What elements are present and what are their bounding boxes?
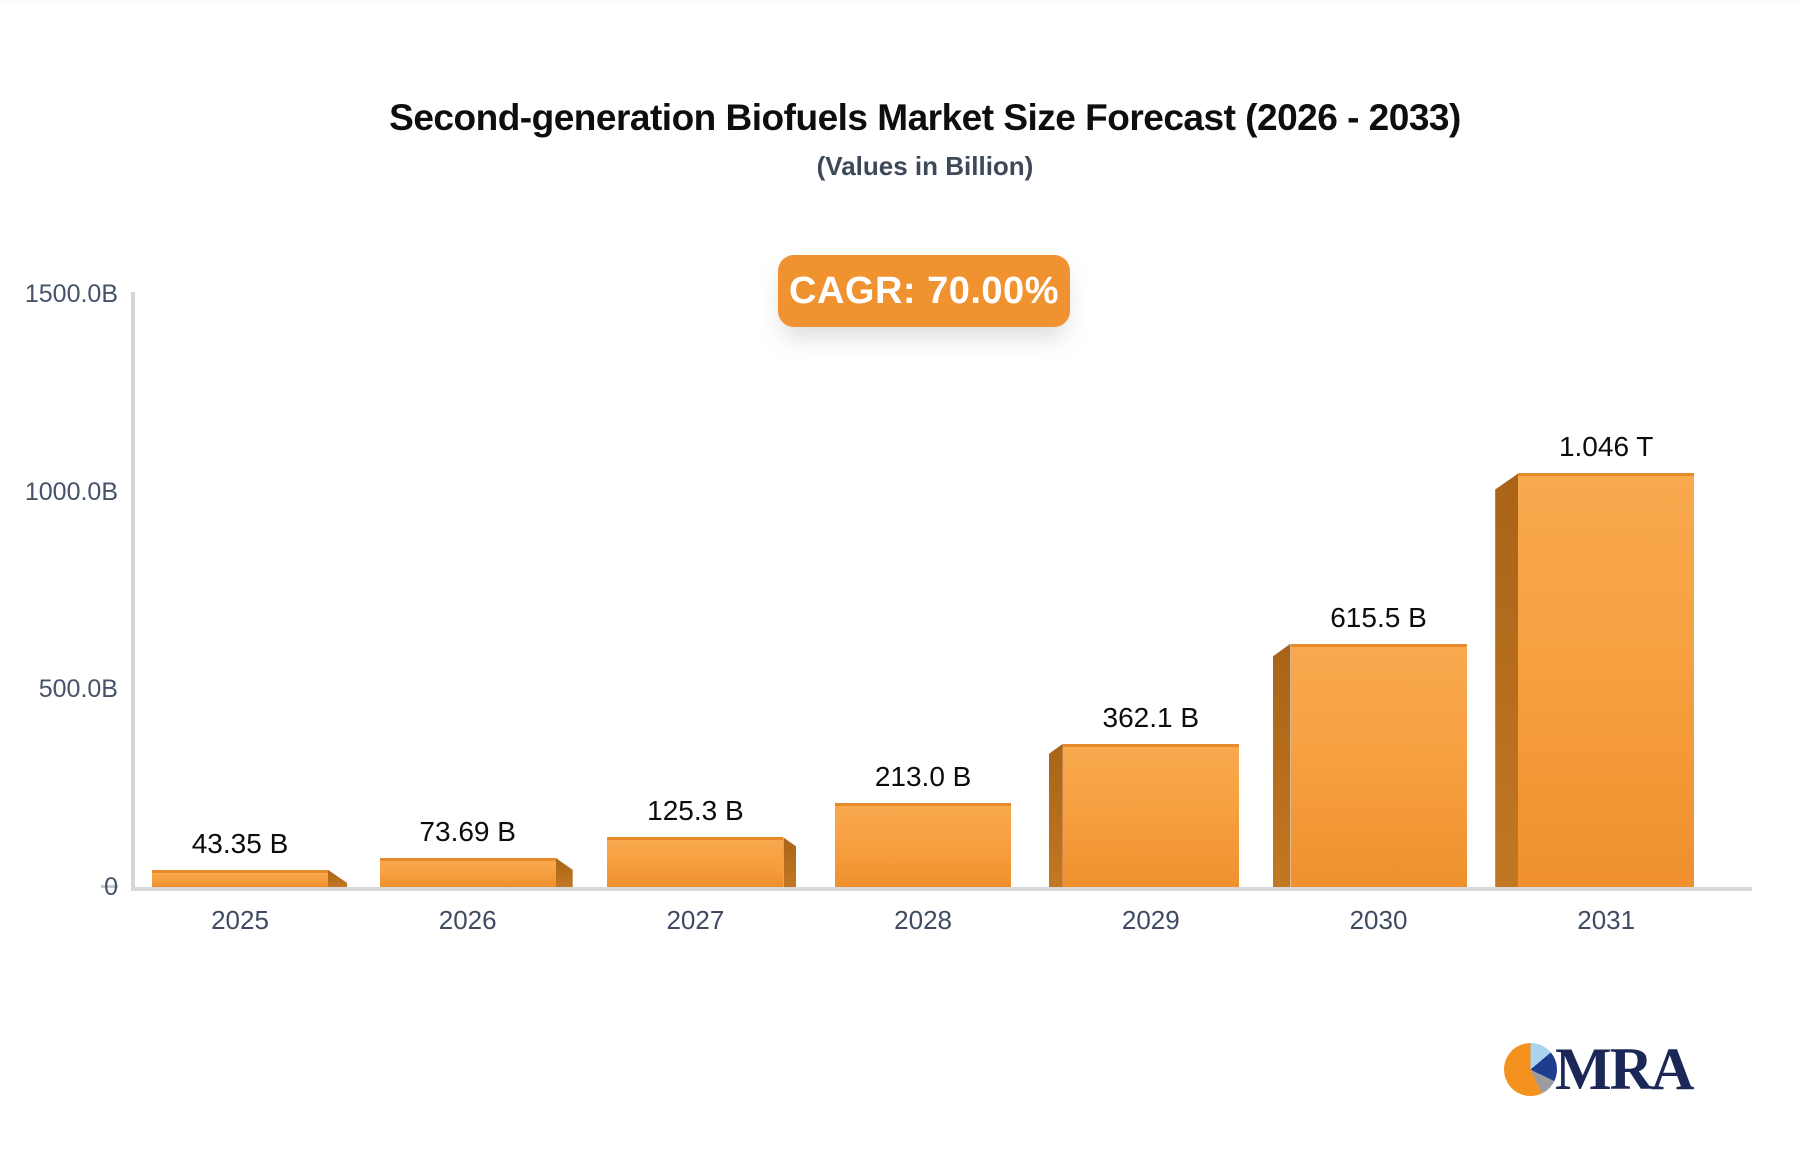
y-tick-label: 1500.0B bbox=[24, 280, 118, 308]
x-tick-label: 2031 bbox=[1577, 905, 1636, 935]
brand-logo: MRA bbox=[1504, 1036, 1694, 1102]
bar-face bbox=[1290, 643, 1467, 887]
x-tick-label: 2028 bbox=[894, 905, 953, 935]
cagr-badge: CAGR: 70.00% bbox=[778, 255, 1070, 327]
bar-value-label: 615.5 B bbox=[1330, 601, 1427, 633]
bar-value-label: 1.046 T bbox=[1558, 431, 1654, 463]
bar-value-label: 213.0 B bbox=[874, 760, 972, 792]
bar-face bbox=[1062, 743, 1239, 887]
bar-face bbox=[1518, 473, 1695, 887]
x-tick-label: 2027 bbox=[666, 905, 725, 935]
y-tick-label: 0 bbox=[104, 873, 118, 901]
bar-side bbox=[328, 869, 347, 887]
bar-value-label: 125.3 B bbox=[647, 795, 744, 827]
x-axis-line bbox=[131, 887, 1752, 891]
bar-face bbox=[835, 802, 1012, 887]
y-axis-line bbox=[131, 292, 135, 891]
bar-side bbox=[1272, 643, 1291, 887]
bar-face bbox=[607, 837, 784, 887]
bar-value-label: 43.35 B bbox=[191, 827, 289, 859]
chart-subtitle: (Values in Billion) bbox=[816, 151, 1034, 181]
zero-tick-mark bbox=[101, 885, 118, 888]
bar-side bbox=[1495, 473, 1519, 887]
x-tick-label: 2025 bbox=[211, 905, 269, 935]
bar-value-label: 73.69 B bbox=[419, 815, 516, 847]
logo-text: MRA bbox=[1555, 1036, 1694, 1102]
bar-side bbox=[555, 857, 573, 887]
cagr-badge-label: CAGR: 70.00% bbox=[789, 269, 1059, 312]
bar-face bbox=[379, 857, 556, 887]
y-tick-label: 500.0B bbox=[38, 675, 118, 704]
x-tick-label: 2029 bbox=[1121, 905, 1180, 935]
y-tick-label: 1000.0B bbox=[24, 477, 118, 506]
bar-value-label: 362.1 B bbox=[1102, 701, 1200, 733]
bar-face bbox=[152, 869, 328, 887]
bar-side bbox=[1048, 743, 1063, 887]
x-tick-label: 2026 bbox=[438, 905, 497, 935]
x-tick-label: 2030 bbox=[1349, 905, 1408, 935]
logo-pie-icon bbox=[1504, 1043, 1557, 1096]
bar-side bbox=[783, 837, 797, 887]
chart-title: Second-generation Biofuels Market Size F… bbox=[389, 97, 1461, 138]
